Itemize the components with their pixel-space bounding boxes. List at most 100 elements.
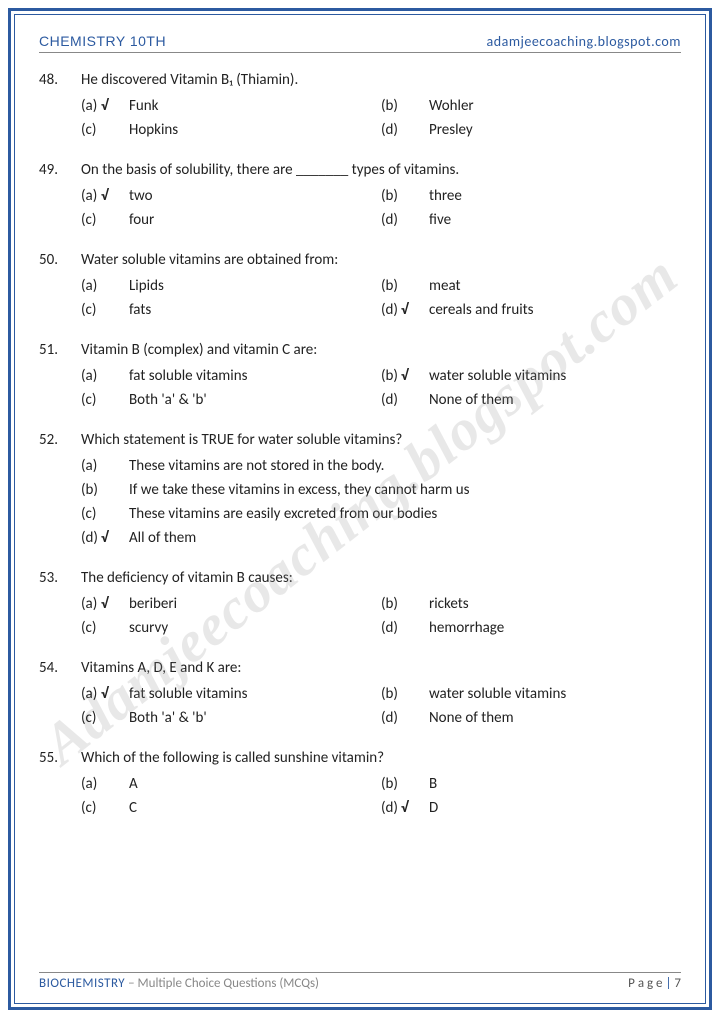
option-label: (d)√	[81, 529, 129, 547]
option: (b)rickets	[381, 595, 681, 613]
check-icon: √	[101, 97, 108, 115]
option: (d)√All of them	[81, 529, 681, 547]
option: (b)B	[381, 775, 681, 793]
option-row: (a)fat soluble vitamins(b)√water soluble…	[81, 367, 681, 385]
option-text: fat soluble vitamins	[129, 685, 381, 703]
option: (c)four	[81, 211, 381, 229]
page-label: P a g e	[628, 976, 665, 991]
options: (a)√two(b)three (c)four(d)five	[39, 187, 681, 229]
footer-subject: BIOCHEMISTRY	[39, 976, 125, 991]
option-text: None of them	[429, 709, 681, 727]
option-row: (a)√fat soluble vitamins(b)water soluble…	[81, 685, 681, 703]
option-label: (b)	[81, 481, 129, 499]
option-text: If we take these vitamins in excess, the…	[129, 481, 681, 499]
option-text: D	[429, 799, 681, 817]
question-text-row: 49.On the basis of solubility, there are…	[39, 161, 681, 179]
question-text-row: 50.Water soluble vitamins are obtained f…	[39, 251, 681, 269]
options: (a)√beriberi(b)rickets (c)scurvy(d)hemorr…	[39, 595, 681, 637]
option-text: All of them	[129, 529, 681, 547]
option-text: four	[129, 211, 381, 229]
question-text: Vitamin B (complex) and vitamin C are:	[81, 341, 317, 359]
option: (a)Lipids	[81, 277, 381, 295]
option: (c)These vitamins are easily excreted fr…	[81, 505, 681, 523]
options: (a)√Funk(b)Wohler(c)Hopkins(d)Presley	[39, 97, 681, 139]
option-text: water soluble vitamins	[429, 367, 681, 385]
option-text: Both 'a' & 'b'	[129, 709, 381, 727]
option-text: water soluble vitamins	[429, 685, 681, 703]
option: (b)three	[381, 187, 681, 205]
option-row: (d)√All of them	[81, 529, 681, 547]
options: (a)fat soluble vitamins(b)√water soluble…	[39, 367, 681, 409]
option-text: These vitamins are easily excreted from …	[129, 505, 681, 523]
check-icon: √	[401, 301, 408, 319]
option-text: two	[129, 187, 381, 205]
option-text: Lipids	[129, 277, 381, 295]
option-text: cereals and fruits	[429, 301, 681, 319]
option: (a)√two	[81, 187, 381, 205]
option-row: (c)C(d)√D	[81, 799, 681, 817]
option-label: (d)	[381, 619, 429, 637]
question-number: 55.	[39, 749, 81, 767]
option: (b)water soluble vitamins	[381, 685, 681, 703]
option-row: (c)Both 'a' & 'b'(d)None of them	[81, 709, 681, 727]
option-text: fats	[129, 301, 381, 319]
inner-border: Adamjeecoaching.blogspot.com CHEMISTRY 1…	[14, 14, 706, 1004]
option: (d)Presley	[381, 121, 681, 139]
option: (b)√water soluble vitamins	[381, 367, 681, 385]
question: 52.Which statement is TRUE for water sol…	[39, 431, 681, 547]
question-text-row: 51.Vitamin B (complex) and vitamin C are…	[39, 341, 681, 359]
option-label: (d)√	[381, 799, 429, 817]
page-number: 7	[674, 976, 681, 991]
option-row: (c)Hopkins(d)Presley	[81, 121, 681, 139]
option-label: (b)	[381, 277, 429, 295]
option-label: (c)	[81, 391, 129, 409]
option-text: beriberi	[129, 595, 381, 613]
question-text: On the basis of solubility, there are __…	[81, 161, 459, 179]
option-text: None of them	[429, 391, 681, 409]
option-label: (c)	[81, 211, 129, 229]
question: 51.Vitamin B (complex) and vitamin C are…	[39, 341, 681, 409]
option-label: (c)	[81, 619, 129, 637]
check-icon: √	[401, 367, 408, 385]
option-row: (c)These vitamins are easily excreted fr…	[81, 505, 681, 523]
option-label: (b)	[381, 775, 429, 793]
option-row: (b)If we take these vitamins in excess, …	[81, 481, 681, 499]
option: (a)These vitamins are not stored in the …	[81, 457, 681, 475]
questions-container: 48.He discovered Vitamin B₁ (Thiamin).(a…	[39, 71, 681, 817]
option-label: (a)√	[81, 97, 129, 115]
options: (a)Lipids(b)meat(c)fats(d)√cereals and f…	[39, 277, 681, 319]
option-label: (b)	[381, 685, 429, 703]
option-text: scurvy	[129, 619, 381, 637]
option-text: A	[129, 775, 381, 793]
option-row: (c)scurvy(d)hemorrhage	[81, 619, 681, 637]
question: 55.Which of the following is called suns…	[39, 749, 681, 817]
question-number: 51.	[39, 341, 81, 359]
option-label: (c)	[81, 709, 129, 727]
option-label: (d)	[381, 211, 429, 229]
header-url: adamjeecoaching.blogspot.com	[487, 33, 681, 50]
question: 49.On the basis of solubility, there are…	[39, 161, 681, 229]
outer-border: Adamjeecoaching.blogspot.com CHEMISTRY 1…	[8, 8, 712, 1010]
option-text: fat soluble vitamins	[129, 367, 381, 385]
option-label: (d)√	[381, 301, 429, 319]
option-label: (b)	[381, 595, 429, 613]
question-text: Which statement is TRUE for water solubl…	[81, 431, 402, 449]
option-label: (b)	[381, 97, 429, 115]
footer-desc: – Multiple Choice Questions (MCQs)	[125, 976, 319, 991]
question-text-row: 52.Which statement is TRUE for water sol…	[39, 431, 681, 449]
option-row: (c)four(d)five	[81, 211, 681, 229]
page-footer: BIOCHEMISTRY – Multiple Choice Questions…	[39, 972, 681, 991]
option-label: (a)	[81, 367, 129, 385]
check-icon: √	[101, 529, 108, 547]
option-text: These vitamins are not stored in the bod…	[129, 457, 681, 475]
question: 50.Water soluble vitamins are obtained f…	[39, 251, 681, 319]
option-label: (c)	[81, 505, 129, 523]
options: (a)A(b)B(c)C(d)√D	[39, 775, 681, 817]
option-label: (a)√	[81, 595, 129, 613]
question-number: 49.	[39, 161, 81, 179]
question: 53.The deficiency of vitamin B causes:(a…	[39, 569, 681, 637]
option-label: (d)	[381, 709, 429, 727]
option-label: (d)	[381, 391, 429, 409]
option-label: (a)	[81, 277, 129, 295]
check-icon: √	[401, 799, 408, 817]
